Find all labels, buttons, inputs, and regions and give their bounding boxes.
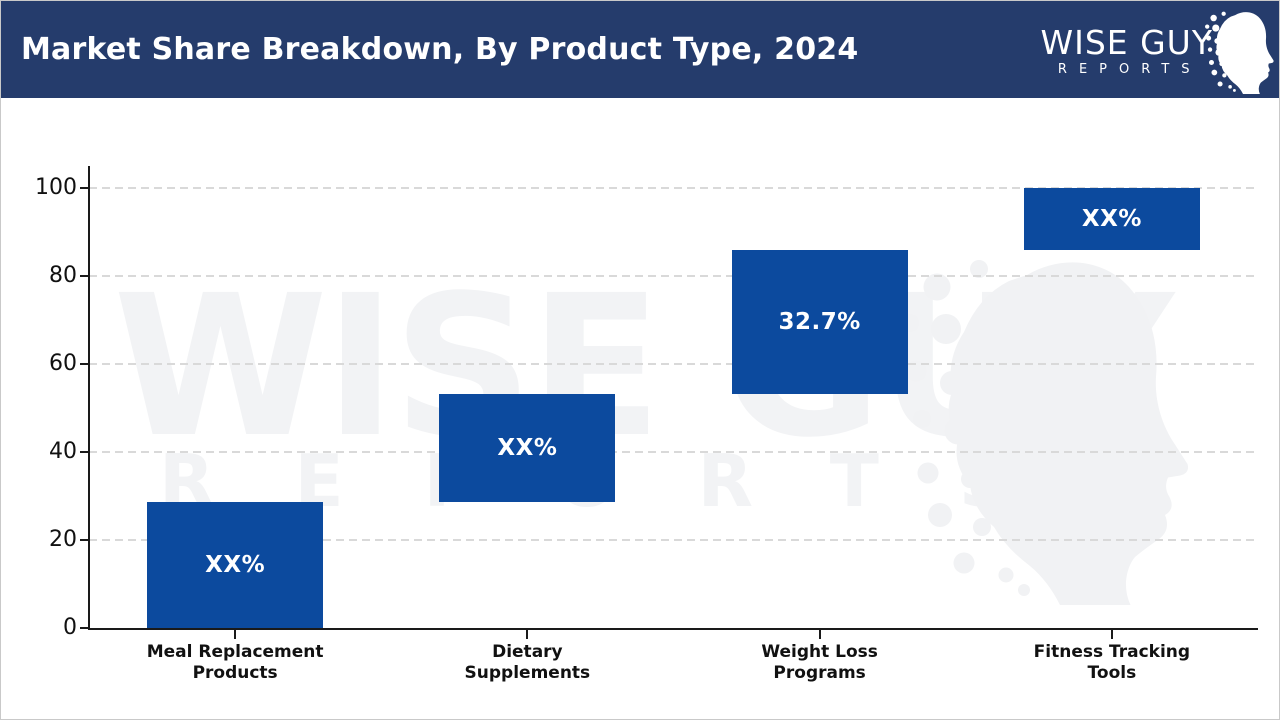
y-tick-mark-80	[80, 275, 88, 277]
x-tick-mark-3	[818, 630, 821, 639]
y-tick-label: 0	[63, 615, 77, 640]
x-category-label-line: Programs	[773, 663, 866, 683]
y-tick-mark-0	[80, 627, 88, 629]
x-category-label: Meal Replacement Products	[85, 642, 385, 684]
x-category-label-line: Meal Replacement	[146, 642, 324, 662]
bar-2: XX%	[439, 393, 616, 503]
bar-4: XX%	[1023, 188, 1200, 251]
x-axis-line	[88, 628, 1258, 630]
x-tick-mark-4	[1110, 630, 1113, 639]
x-category-label: Dietary Supplements	[377, 642, 677, 684]
y-tick-label: 40	[49, 439, 77, 464]
gridline-40	[89, 451, 1258, 453]
wiseguy-logo: WISE GUY REPORTS	[1040, 7, 1277, 95]
bar-value-label: XX%	[497, 435, 558, 462]
x-category-label-line: Tools	[1087, 663, 1137, 683]
x-category-label-line: Dietary	[492, 642, 563, 662]
y-tick-label: 100	[35, 175, 77, 200]
gridline-60	[89, 363, 1258, 365]
y-tick-mark-60	[80, 363, 88, 365]
x-category-label: Weight Loss Programs	[670, 642, 970, 684]
y-axis-line	[88, 166, 90, 630]
chart-title: Market Share Breakdown, By Product Type,…	[21, 32, 859, 67]
x-category-label-line: Supplements	[464, 663, 591, 683]
y-tick-label: 60	[49, 351, 77, 376]
bar-3: 32.7%	[731, 250, 908, 394]
x-category-label-line: Weight Loss	[761, 642, 878, 662]
gridline-100	[89, 187, 1258, 189]
y-tick-mark-40	[80, 451, 88, 453]
x-tick-mark-2	[526, 630, 529, 639]
bar-value-label: 32.7%	[778, 308, 861, 335]
gridline-80	[89, 275, 1258, 277]
logo-wordmark: WISE GUY	[1040, 22, 1213, 62]
logo-subtext: REPORTS	[1057, 61, 1202, 77]
bar-value-label: XX%	[1081, 206, 1142, 233]
y-tick-mark-100	[80, 187, 88, 189]
x-category-label: Fitness Tracking Tools	[962, 642, 1262, 684]
x-tick-mark-1	[234, 630, 237, 639]
bar-1: XX%	[147, 502, 324, 628]
logo-text: WISE GUY REPORTS	[1040, 22, 1213, 78]
watermark-head-icon	[901, 260, 1189, 605]
y-tick-label: 80	[49, 263, 77, 288]
y-tick-label: 20	[49, 527, 77, 552]
bar-value-label: XX%	[205, 552, 266, 579]
y-tick-mark-20	[80, 539, 88, 541]
header-bar: Market Share Breakdown, By Product Type,…	[1, 1, 1279, 98]
x-category-label-line: Fitness Tracking	[1033, 642, 1191, 662]
gridline-20	[89, 539, 1258, 541]
x-category-label-line: Products	[192, 663, 278, 683]
